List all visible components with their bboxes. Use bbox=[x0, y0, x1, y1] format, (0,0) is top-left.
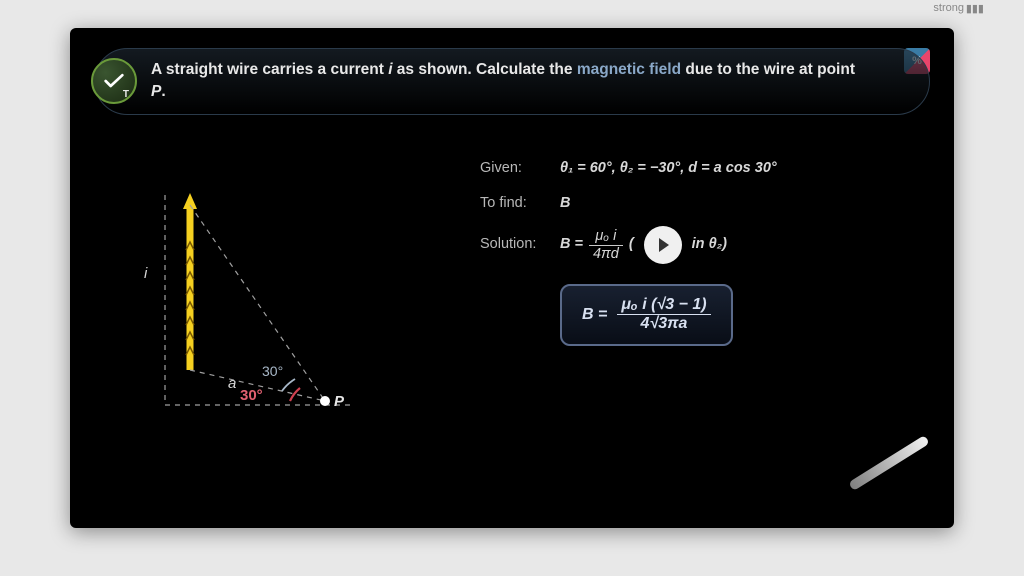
solution-label: Solution: bbox=[480, 231, 560, 259]
given-value: θ₁ = 60°, θ₂ = −30°, d = a cos 30° bbox=[560, 155, 777, 183]
diagram-angle-upper: 30° bbox=[262, 363, 283, 379]
solution-equation: B = μₒ i 4πd ( in θ₂) bbox=[560, 226, 727, 264]
given-row: Given: θ₁ = 60°, θ₂ = −30°, d = a cos 30… bbox=[480, 155, 914, 183]
diagram-point-p: P bbox=[334, 393, 344, 410]
given-label: Given: bbox=[480, 155, 560, 183]
content-area: i a 30° 30° P Given: θ₁ = 60°, θ₂ = −30°… bbox=[70, 125, 954, 445]
tofind-value: B bbox=[560, 190, 570, 218]
solution-panel: Given: θ₁ = 60°, θ₂ = −30°, d = a cos 30… bbox=[480, 145, 914, 435]
q-point: P bbox=[151, 83, 161, 100]
tofind-row: To find: B bbox=[480, 190, 914, 218]
badge-label: T bbox=[123, 89, 129, 100]
solution-row: Solution: B = μₒ i 4πd ( in θ₂) bbox=[480, 226, 914, 264]
slide-container: % T A straight wire carries a current i … bbox=[70, 28, 954, 528]
answer-lhs: B = bbox=[582, 300, 607, 330]
fraction-1: μₒ i 4πd bbox=[589, 228, 623, 262]
check-badge-icon: T bbox=[91, 58, 137, 104]
q-part2: as shown. Calculate the bbox=[393, 61, 577, 78]
q-part3: due to the wire at point bbox=[681, 61, 855, 78]
answer-fraction: μₒ i (√3 − 1) 4√3πa bbox=[617, 296, 710, 334]
diagram-angle-lower: 30° bbox=[240, 387, 263, 404]
q-highlight: magnetic field bbox=[577, 61, 681, 78]
signal-icon: ▮▮▮ bbox=[966, 2, 984, 15]
diagram-label-i: i bbox=[144, 265, 147, 282]
tofind-label: To find: bbox=[480, 190, 560, 218]
physics-diagram: i a 30° 30° P bbox=[110, 145, 430, 435]
play-button[interactable] bbox=[644, 226, 682, 264]
q-part1: A straight wire carries a current bbox=[151, 61, 388, 78]
header-label: strong bbox=[933, 2, 964, 14]
question-text: A straight wire carries a current i as s… bbox=[151, 59, 859, 104]
answer-box: B = μₒ i (√3 − 1) 4√3πa bbox=[560, 284, 733, 346]
q-period: . bbox=[161, 83, 165, 100]
question-header: T A straight wire carries a current i as… bbox=[94, 48, 930, 115]
diagram-label-a: a bbox=[228, 375, 236, 392]
